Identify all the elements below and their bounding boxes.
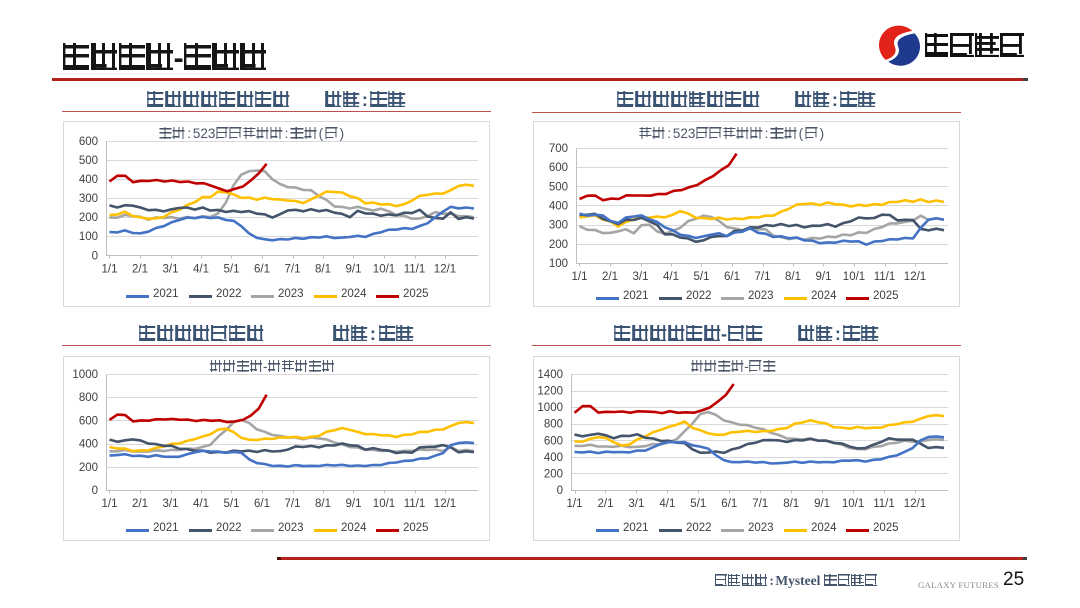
svg-text:9/1: 9/1	[346, 263, 362, 275]
svg-text:500: 500	[549, 181, 568, 193]
svg-text:10/1: 10/1	[843, 271, 865, 283]
svg-text:1200: 1200	[537, 386, 563, 398]
svg-text:5/1: 5/1	[224, 263, 240, 275]
svg-text:8/1: 8/1	[315, 498, 331, 510]
svg-text:200: 200	[79, 462, 98, 474]
svg-text:10/1: 10/1	[373, 498, 395, 510]
svg-text:7/1: 7/1	[285, 263, 301, 275]
svg-text:12/1: 12/1	[434, 263, 456, 275]
svg-text:200: 200	[549, 239, 568, 251]
svg-text:8/1: 8/1	[783, 498, 799, 510]
svg-text:600: 600	[79, 415, 98, 427]
svg-text:4/1: 4/1	[193, 498, 209, 510]
svg-text:600: 600	[544, 435, 563, 447]
svg-text:0: 0	[92, 485, 98, 497]
svg-text:5/1: 5/1	[224, 498, 240, 510]
svg-text:7/1: 7/1	[752, 498, 768, 510]
svg-text:1/1: 1/1	[102, 498, 118, 510]
svg-text:4/1: 4/1	[659, 498, 675, 510]
svg-text:600: 600	[79, 136, 98, 148]
svg-text:6/1: 6/1	[721, 498, 737, 510]
svg-text:12/1: 12/1	[904, 498, 926, 510]
svg-text:11/1: 11/1	[874, 271, 896, 283]
svg-text:11/1: 11/1	[873, 498, 895, 510]
svg-text:1/1: 1/1	[567, 498, 583, 510]
svg-text:800: 800	[544, 419, 563, 431]
svg-text:9/1: 9/1	[346, 498, 362, 510]
svg-text:6/1: 6/1	[254, 498, 270, 510]
svg-text:300: 300	[549, 220, 568, 232]
svg-text:700: 700	[549, 143, 568, 155]
svg-text:800: 800	[79, 392, 98, 404]
svg-text:200: 200	[79, 212, 98, 224]
svg-text:2/1: 2/1	[602, 271, 618, 283]
svg-text:11/1: 11/1	[404, 498, 426, 510]
svg-text:10/1: 10/1	[842, 498, 864, 510]
svg-text:4/1: 4/1	[193, 263, 209, 275]
svg-text:2/1: 2/1	[132, 263, 148, 275]
svg-text:0: 0	[557, 485, 563, 497]
svg-text:10/1: 10/1	[373, 263, 395, 275]
svg-text:3/1: 3/1	[633, 271, 649, 283]
svg-text:4/1: 4/1	[663, 271, 679, 283]
svg-text:3/1: 3/1	[628, 498, 644, 510]
svg-text:200: 200	[544, 468, 563, 480]
svg-text:1/1: 1/1	[102, 263, 118, 275]
svg-text:7/1: 7/1	[285, 498, 301, 510]
svg-text:1/1: 1/1	[572, 271, 588, 283]
svg-text:400: 400	[79, 439, 98, 451]
svg-text:400: 400	[544, 452, 563, 464]
svg-text:2/1: 2/1	[598, 498, 614, 510]
svg-text:500: 500	[79, 155, 98, 167]
svg-text:300: 300	[79, 193, 98, 205]
svg-text:5/1: 5/1	[694, 271, 710, 283]
svg-text:5/1: 5/1	[690, 498, 706, 510]
svg-text:100: 100	[549, 258, 568, 270]
svg-text:6/1: 6/1	[254, 263, 270, 275]
svg-text:400: 400	[79, 174, 98, 186]
svg-text:3/1: 3/1	[163, 498, 179, 510]
svg-text:1000: 1000	[537, 402, 563, 414]
svg-text:7/1: 7/1	[755, 271, 771, 283]
svg-text:6/1: 6/1	[724, 271, 740, 283]
svg-text:2/1: 2/1	[132, 498, 148, 510]
svg-text:8/1: 8/1	[315, 263, 331, 275]
svg-text:9/1: 9/1	[814, 498, 830, 510]
svg-text:400: 400	[549, 201, 568, 213]
svg-text:3/1: 3/1	[163, 263, 179, 275]
svg-text:12/1: 12/1	[434, 498, 456, 510]
svg-text:1000: 1000	[72, 369, 98, 381]
svg-text:11/1: 11/1	[404, 263, 426, 275]
svg-text:100: 100	[79, 231, 98, 243]
svg-text:9/1: 9/1	[816, 271, 832, 283]
svg-text:600: 600	[549, 162, 568, 174]
svg-text:0: 0	[92, 250, 98, 262]
svg-text:12/1: 12/1	[904, 271, 926, 283]
svg-text:1400: 1400	[537, 369, 563, 381]
svg-text:8/1: 8/1	[785, 271, 801, 283]
